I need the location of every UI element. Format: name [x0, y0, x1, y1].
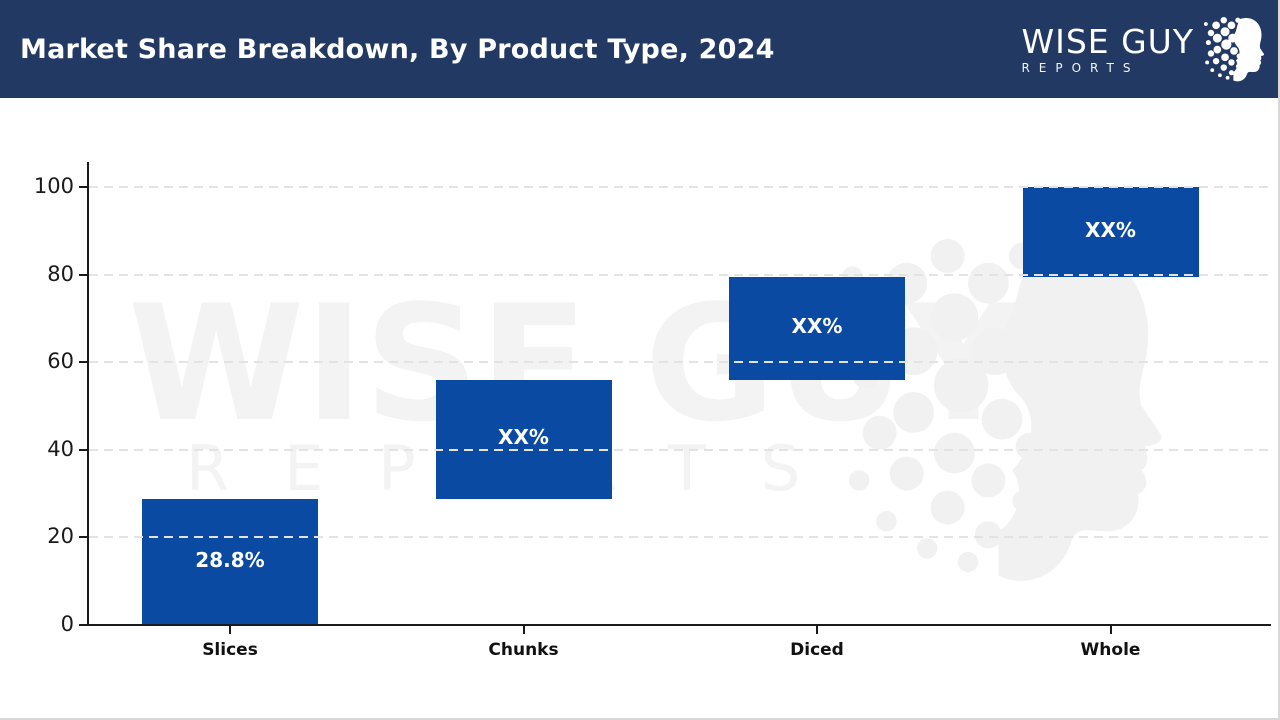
bar-whole [1022, 187, 1199, 277]
y-tick-label-60: 60 [47, 349, 74, 374]
y-tick-label-20: 20 [47, 524, 74, 549]
x-axis-line [87, 624, 1271, 626]
bar-slices [142, 498, 318, 625]
logo-face-dots-icon [1203, 17, 1265, 82]
bar-label-chunks: XX% [498, 425, 549, 450]
y-axis-line [87, 162, 89, 626]
bar-label-whole: XX% [1085, 217, 1136, 242]
y-tick-label-100: 100 [33, 174, 74, 198]
x-tick-whole [1109, 626, 1112, 634]
y-tick-80 [79, 273, 87, 276]
page-title: Market Share Breakdown, By Product Type,… [20, 33, 775, 65]
header: Market Share Breakdown, By Product Type,… [0, 0, 1278, 98]
x-tick-label-slices: Slices [202, 640, 258, 660]
y-tick-label-40: 40 [47, 436, 74, 461]
y-tick-60 [79, 361, 87, 364]
x-tick-diced [816, 626, 818, 634]
y-tick-label-80: 80 [47, 261, 74, 286]
logo-wordmark: WISE GUY [1021, 21, 1194, 61]
gridline-80 [89, 273, 1271, 276]
bar-chunks [435, 379, 612, 499]
gridline-100 [89, 186, 1271, 188]
x-tick-label-chunks: Chunks [488, 640, 559, 660]
logo-text: WISE GUY REPORTS [1021, 25, 1194, 74]
x-tick-chunks [522, 626, 525, 634]
y-tick-label-0: 0 [60, 612, 74, 636]
wise-guy-logo: WISE GUY REPORTS [1021, 13, 1266, 85]
y-tick-40 [79, 448, 87, 451]
y-tick-100 [79, 186, 87, 188]
bar-label-slices: 28.8% [195, 547, 265, 572]
logo-subtitle: REPORTS [1021, 60, 1140, 75]
gridline-60 [89, 361, 1271, 364]
x-tick-label-whole: Whole [1080, 640, 1141, 660]
bar-label-diced: XX% [791, 314, 843, 339]
gridline-20 [89, 536, 1271, 539]
y-tick-0 [79, 624, 87, 626]
x-tick-slices [229, 626, 231, 634]
x-tick-label-diced: Diced [790, 640, 844, 660]
y-tick-20 [79, 536, 87, 539]
gridline-40 [89, 448, 1271, 451]
